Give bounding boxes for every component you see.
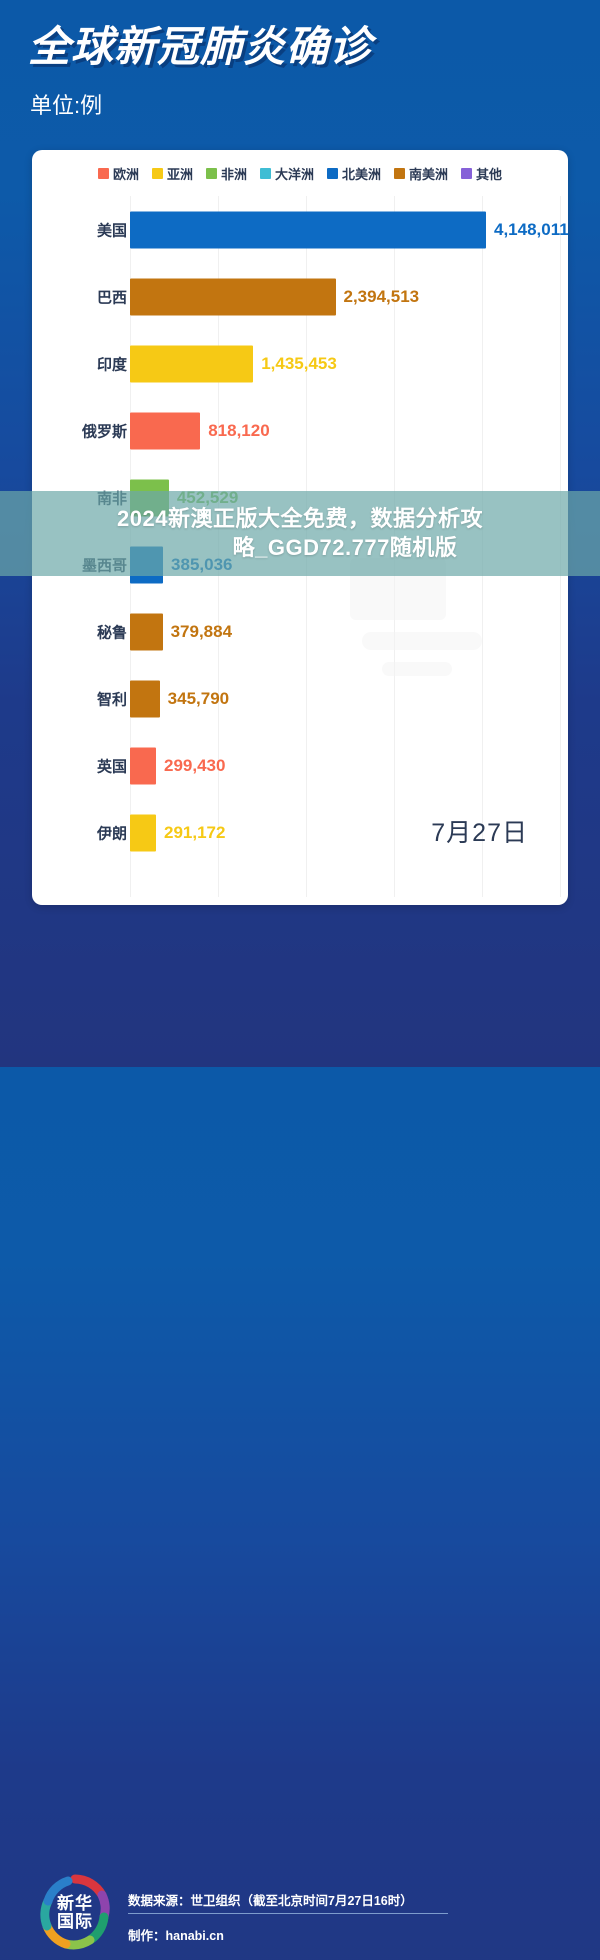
- bar-value-label: 1,435,453: [261, 353, 337, 373]
- legend-label: 其他: [476, 167, 503, 182]
- legend-swatch-icon: [461, 168, 473, 179]
- date-label: 7月27日: [431, 819, 528, 847]
- footer-divider: [128, 1913, 448, 1914]
- bar-category-label: 俄罗斯: [81, 423, 127, 440]
- legend-label: 北美洲: [342, 167, 382, 182]
- legend-swatch-icon: [205, 168, 217, 179]
- made-by-text: 制作：hanabi.cn: [128, 1929, 224, 1943]
- bar-fill: [130, 412, 201, 449]
- legend-swatch-icon: [394, 168, 406, 179]
- bar-value-label: 379,884: [170, 621, 233, 641]
- legend-label: 大洋洲: [274, 167, 314, 182]
- xinhua-logo: 新华 国际: [36, 1871, 114, 1955]
- logo-text: 新华 国际: [36, 1871, 114, 1955]
- bar-fill: [130, 211, 486, 248]
- bar-value-label: 345,790: [167, 688, 230, 708]
- watermark-line-2: 略_GGD72.777随机版: [232, 534, 458, 560]
- bar-row[interactable]: 印度 1,435,453: [32, 330, 568, 397]
- legend-item-1[interactable]: 亚洲: [151, 164, 193, 183]
- legend-label: 南美洲: [409, 167, 449, 182]
- header: 全球新冠肺炎确诊 单位:例: [0, 0, 600, 150]
- bar-value-label: 818,120: [208, 420, 270, 440]
- bar-row[interactable]: 巴西 2,394,513: [32, 263, 568, 330]
- bar-value-label: 4,148,011: [494, 219, 568, 239]
- bar-row[interactable]: 俄罗斯 818,120: [32, 397, 568, 464]
- legend-swatch-icon: [97, 168, 109, 179]
- logo-text-line-1: 新华: [57, 1894, 93, 1914]
- bar-category-label: 印度: [96, 356, 127, 373]
- bar-value-label: 291,172: [164, 822, 226, 842]
- bar-fill: [130, 345, 254, 382]
- bar-category-label: 秘鲁: [96, 624, 127, 641]
- bar-value-label: 299,430: [164, 755, 226, 775]
- bar-fill: [130, 613, 163, 650]
- logo-text-line-2: 国际: [57, 1912, 93, 1931]
- legend-swatch-icon: [327, 168, 338, 179]
- bar-row[interactable]: 秘鲁 379,884: [32, 598, 568, 665]
- bar-fill: [130, 747, 156, 784]
- bar-row[interactable]: 美国 4,148,011: [32, 196, 568, 263]
- legend-swatch-icon: [259, 168, 271, 179]
- legend-label: 非洲: [220, 167, 247, 182]
- bar-value-label: 2,394,513: [343, 286, 420, 306]
- legend-label: 欧洲: [112, 167, 139, 182]
- bar-category-label: 伊朗: [96, 825, 127, 842]
- watermark-line-1: 2024新澳正版大全免费，数据分析攻: [117, 506, 483, 532]
- legend-item-3[interactable]: 大洋洲: [259, 164, 314, 183]
- bar-category-label: 美国: [96, 222, 127, 239]
- legend-item-0[interactable]: 欧洲: [97, 164, 139, 183]
- watermark-overlay: 2024新澳正版大全免费，数据分析攻 略_GGD72.777随机版: [0, 491, 600, 576]
- bar-category-label: 英国: [96, 758, 127, 775]
- bar-category-label: 巴西: [96, 289, 127, 306]
- bar-fill: [130, 278, 336, 315]
- bar-row[interactable]: 英国 299,430: [32, 732, 568, 799]
- unit-subtitle: 单位:例: [30, 93, 103, 118]
- bar-fill: [130, 680, 160, 717]
- bar-category-label: 智利: [96, 691, 127, 708]
- page-title: 全球新冠肺炎确诊: [28, 23, 373, 70]
- legend-item-4[interactable]: 北美洲: [327, 164, 381, 183]
- legend-label: 亚洲: [166, 167, 193, 182]
- legend-swatch-icon: [151, 168, 163, 179]
- bar-fill: [130, 814, 156, 851]
- legend-item-6[interactable]: 其他: [461, 164, 502, 183]
- data-source-text: 数据来源：世卫组织（截至北京时间7月27日16时）: [128, 1894, 413, 1908]
- legend-item-5[interactable]: 南美洲: [394, 164, 448, 183]
- bar-row[interactable]: 伊朗 291,172: [32, 799, 568, 866]
- chart-legend: 欧洲 亚洲 非洲 大洋洲 北美洲 南美洲 其他: [32, 164, 568, 183]
- bar-row[interactable]: 智利 345,790: [32, 665, 568, 732]
- footer: 新华 国际 数据来源：世卫组织（截至北京时间7月27日16时） 制作：hanab…: [0, 925, 600, 1950]
- legend-item-2[interactable]: 非洲: [205, 164, 247, 183]
